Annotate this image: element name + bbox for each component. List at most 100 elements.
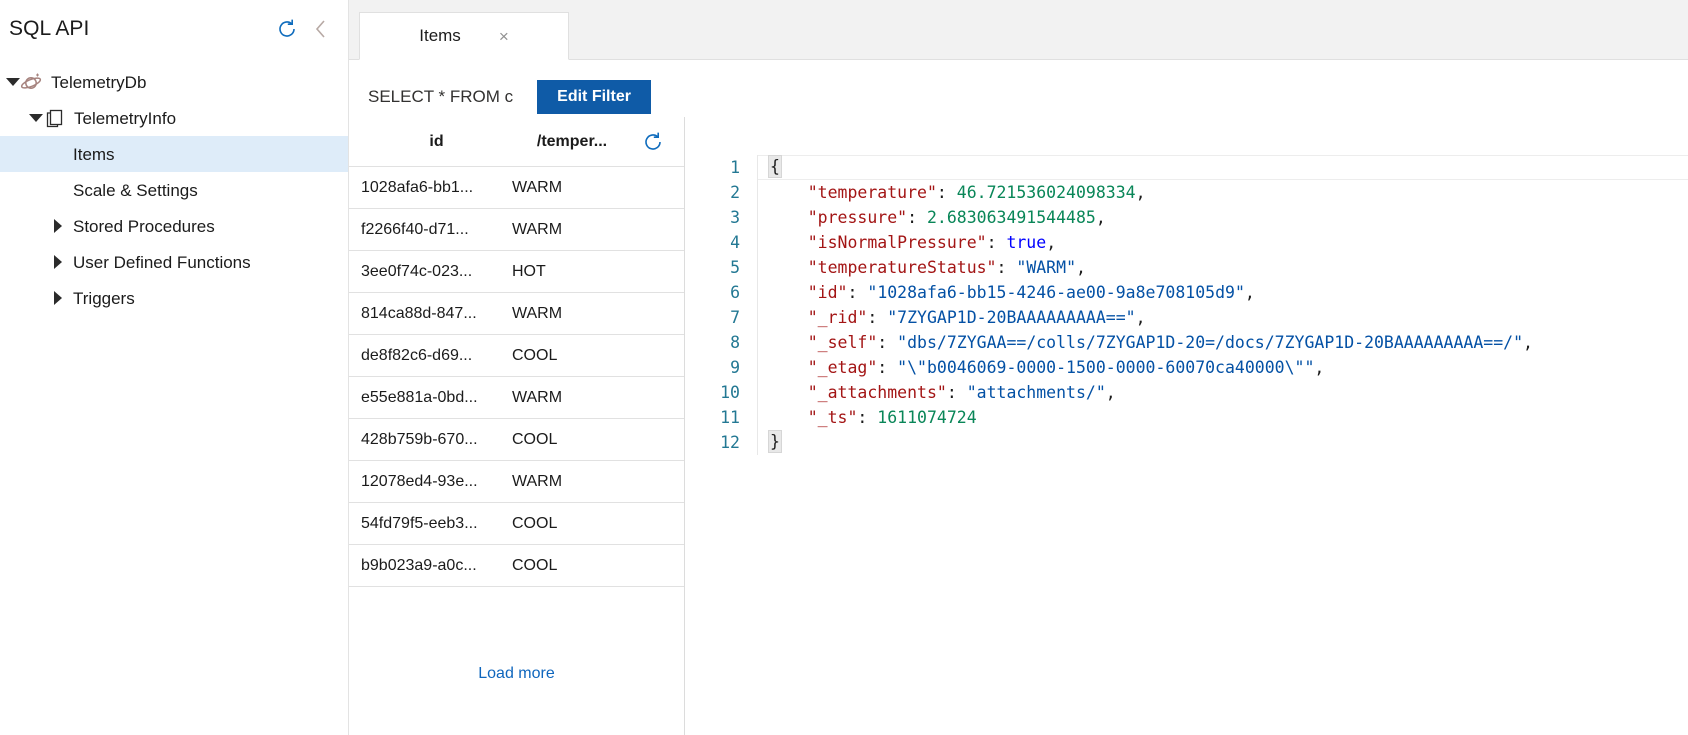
column-header-partition-key[interactable]: /temper... (536, 132, 608, 150)
code-line-12: } (768, 430, 1688, 455)
cell-partition: WARM (512, 178, 563, 196)
table-row[interactable]: 428b759b-670... COOL (349, 418, 684, 460)
json-key: "_rid" (807, 308, 868, 327)
json-value: "dbs/7ZYGAA==/colls/7ZYGAP1D-20=/docs/7Z… (897, 333, 1524, 352)
line-number-gutter: 1 2 3 4 5 6 7 8 9 10 11 12 (685, 155, 757, 455)
chevron-left-icon[interactable] (312, 17, 330, 41)
line-number: 5 (730, 258, 740, 277)
column-header-id[interactable]: id (429, 132, 444, 150)
code-area[interactable]: { "temperature": 46.721536024098334, "pr… (757, 155, 1688, 455)
sidebar-item-items[interactable]: Items (0, 136, 348, 172)
code-line-9: "_etag": "\"b0046069-0000-1500-0000-6007… (807, 358, 1325, 377)
grid-body: 1028afa6-bb1... WARM f2266f40-d71... WAR… (349, 166, 684, 586)
json-value: "7ZYGAP1D-20BAAAAAAAAA==" (887, 308, 1136, 327)
cell-id: 12078ed4-93e... (361, 472, 478, 490)
line-number: 10 (720, 383, 740, 402)
code-line-7: "_rid": "7ZYGAP1D-20BAAAAAAAAA==", (807, 308, 1146, 327)
cell-partition: COOL (512, 430, 558, 448)
database-icon (20, 71, 51, 93)
cell-id: f2266f40-d71... (361, 220, 469, 238)
line-number: 3 (730, 208, 740, 227)
tab-strip: Items × (349, 0, 1688, 60)
sidebar-item-label: User Defined Functions (73, 252, 251, 272)
sidebar-item-label: Triggers (73, 288, 135, 308)
sidebar-item-label: Stored Procedures (73, 216, 215, 236)
close-icon[interactable]: × (498, 26, 509, 46)
sidebar-item-label: Scale & Settings (73, 180, 198, 200)
sidebar-header: SQL API (0, 0, 348, 58)
sidebar-item-stored-procedures[interactable]: Stored Procedures (0, 208, 348, 244)
json-key: "isNormalPressure" (807, 233, 987, 252)
chevron-right-icon[interactable] (52, 255, 66, 269)
chevron-right-icon[interactable] (52, 219, 66, 233)
resource-tree: TelemetryDb TelemetryInfo Items Scale & … (0, 58, 348, 316)
code-line-4: "isNormalPressure": true, (807, 233, 1057, 252)
brace-open: { (768, 155, 782, 178)
json-editor[interactable]: 1 2 3 4 5 6 7 8 9 10 11 12 (685, 117, 1688, 735)
code-line-1: { (768, 155, 1688, 180)
sidebar-item-scale-and-settings[interactable]: Scale & Settings (0, 172, 348, 208)
cell-partition: HOT (512, 262, 546, 280)
editor-body: 1 2 3 4 5 6 7 8 9 10 11 12 (685, 117, 1688, 455)
chevron-right-icon[interactable] (52, 291, 66, 305)
edit-filter-button[interactable]: Edit Filter (537, 80, 651, 114)
line-number: 1 (730, 158, 740, 177)
refresh-icon[interactable] (632, 131, 664, 153)
cell-id: 54fd79f5-eeb3... (361, 514, 478, 532)
chevron-down-icon[interactable] (6, 75, 20, 89)
json-key: "_etag" (807, 358, 878, 377)
table-row[interactable]: f2266f40-d71... WARM (349, 208, 684, 250)
cell-id: b9b023a9-a0c... (361, 556, 477, 574)
brace-close: } (768, 430, 782, 453)
sidebar-item-label: TelemetryInfo (74, 108, 177, 128)
table-row[interactable]: 814ca88d-847... WARM (349, 292, 684, 334)
sidebar-item-label: Items (73, 144, 115, 164)
cell-id: 814ca88d-847... (361, 304, 477, 322)
cell-partition: COOL (512, 514, 558, 532)
table-row[interactable]: 3ee0f74c-023... HOT (349, 250, 684, 292)
code-line-2: "temperature": 46.721536024098334, (807, 183, 1146, 202)
sidebar-item-telemetryinfo[interactable]: TelemetryInfo (0, 100, 348, 136)
cell-id: 1028afa6-bb1... (361, 178, 474, 196)
table-row[interactable]: 54fd79f5-eeb3... COOL (349, 502, 684, 544)
main-panel: Items × SELECT * FROM c Edit Filter id /… (349, 0, 1688, 735)
sidebar-item-user-defined-functions[interactable]: User Defined Functions (0, 244, 348, 280)
json-key: "pressure" (807, 208, 908, 227)
cell-id: 3ee0f74c-023... (361, 262, 473, 280)
refresh-icon[interactable] (276, 18, 298, 40)
table-row[interactable]: b9b023a9-a0c... COOL (349, 544, 684, 586)
line-number: 12 (720, 433, 740, 452)
sidebar-item-telemetrydb[interactable]: TelemetryDb (0, 64, 348, 100)
sidebar-item-label: TelemetryDb (51, 72, 147, 92)
json-value: 2.683063491544485 (926, 208, 1096, 227)
items-grid: id /temper... 1028afa6-bb1... WARM (349, 117, 685, 735)
cell-id: e55e881a-0bd... (361, 388, 478, 406)
json-value: 46.721536024098334 (956, 183, 1136, 202)
json-key: "id" (807, 283, 848, 302)
json-key: "_self" (807, 333, 878, 352)
container-icon (43, 107, 74, 129)
table-row[interactable]: e55e881a-0bd... WARM (349, 376, 684, 418)
cell-id: 428b759b-670... (361, 430, 478, 448)
content-area: id /temper... 1028afa6-bb1... WARM (349, 117, 1688, 735)
code-line-8: "_self": "dbs/7ZYGAA==/colls/7ZYGAP1D-20… (807, 333, 1533, 352)
json-value: 1611074724 (877, 408, 977, 427)
sidebar: SQL API (0, 0, 349, 735)
json-value: "WARM" (1016, 258, 1076, 277)
code-line-11: "_ts": 1611074724 (807, 408, 977, 427)
chevron-down-icon[interactable] (29, 111, 43, 125)
sidebar-item-triggers[interactable]: Triggers (0, 280, 348, 316)
table-row[interactable]: 1028afa6-bb1... WARM (349, 166, 684, 208)
json-value: "\"b0046069-0000-1500-0000-60070ca40000\… (897, 358, 1315, 377)
code-line-3: "pressure": 2.683063491544485, (807, 208, 1106, 227)
grid-header-row: id /temper... (349, 117, 684, 166)
line-number: 4 (730, 233, 740, 252)
table-row[interactable]: de8f82c6-d69... COOL (349, 334, 684, 376)
load-more-link[interactable]: Load more (478, 665, 555, 682)
table-row[interactable]: 12078ed4-93e... WARM (349, 460, 684, 502)
json-value: "1028afa6-bb15-4246-ae00-9a8e708105d9" (867, 283, 1245, 302)
line-number: 7 (730, 308, 740, 327)
sidebar-title: SQL API (9, 17, 90, 40)
tab-items[interactable]: Items × (359, 12, 569, 60)
